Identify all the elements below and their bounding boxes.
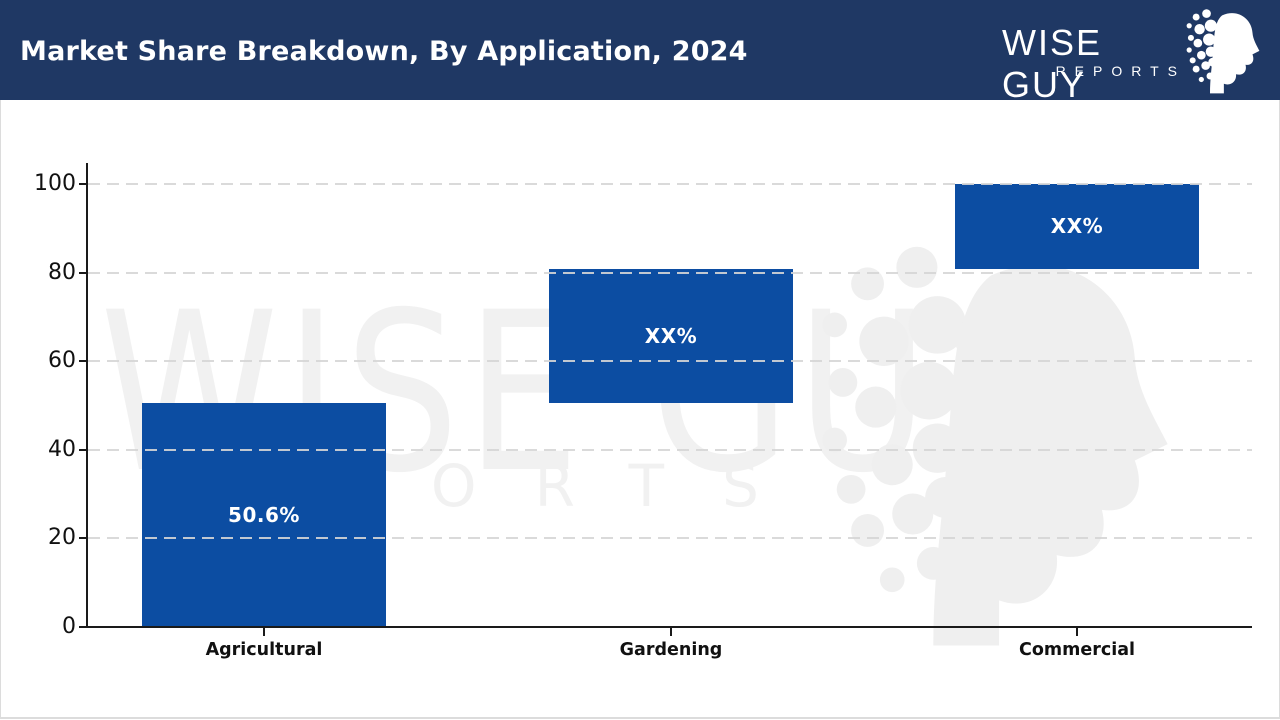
x-tick-label-agricultural: Agricultural xyxy=(205,639,323,660)
brand-logo: WISE GUY REPORTS xyxy=(1002,0,1262,105)
bar-value-label-gardening: XX% xyxy=(644,323,698,348)
y-tick-label-60: 60 xyxy=(48,348,76,373)
y-tick-mark-60 xyxy=(79,360,88,362)
page-title: Market Share Breakdown, By Application, … xyxy=(20,36,748,67)
bar-value-label-agricultural: 50.6% xyxy=(228,502,300,527)
dotted-head-icon xyxy=(1186,9,1260,94)
label-layer: 0 20 40 60 80 100 Agricultural Gardening Commerc… xyxy=(0,100,1280,720)
y-tick-label-100: 100 xyxy=(34,171,76,196)
y-tick-mark-20 xyxy=(79,537,88,539)
bottom-border xyxy=(0,717,1280,719)
x-tick-mark-gardening xyxy=(670,627,672,636)
bar-value-label-commercial: XX% xyxy=(1050,214,1104,239)
x-tick-label-commercial: Commercial xyxy=(1018,639,1135,660)
y-tick-label-80: 80 xyxy=(48,259,76,285)
header-bar: Market Share Breakdown, By Application, … xyxy=(0,0,1280,105)
y-tick-mark-0 xyxy=(79,625,88,628)
y-axis-line xyxy=(86,163,88,627)
bar-agricultural: 50.6% xyxy=(142,402,386,627)
logo-sub-text: REPORTS xyxy=(1055,63,1186,79)
x-axis-line xyxy=(86,625,1252,628)
y-tick-label-0: 0 xyxy=(62,613,76,639)
y-tick-label-40: 40 xyxy=(48,436,76,462)
x-tick-label-gardening: Gardening xyxy=(619,639,723,660)
logo-brand-text: WISE GUY xyxy=(1002,22,1103,105)
right-border xyxy=(1278,100,1280,718)
y-tick-mark-80 xyxy=(79,271,88,274)
left-border xyxy=(0,100,1,718)
axis-layer xyxy=(0,100,1280,720)
bars-layer: 50.6% XX% XX% xyxy=(0,100,1280,720)
x-tick-mark-commercial xyxy=(1076,627,1078,636)
y-tick-mark-100 xyxy=(79,183,88,185)
bar-gardening: XX% xyxy=(549,268,793,403)
y-tick-label-20: 20 xyxy=(48,525,76,550)
x-tick-mark-agricultural xyxy=(263,627,265,636)
chart-area: WISE GUY REPORTS 50.6% XX% XX% 0 20 40 60 80 10… xyxy=(0,100,1280,720)
y-tick-mark-40 xyxy=(79,448,88,451)
